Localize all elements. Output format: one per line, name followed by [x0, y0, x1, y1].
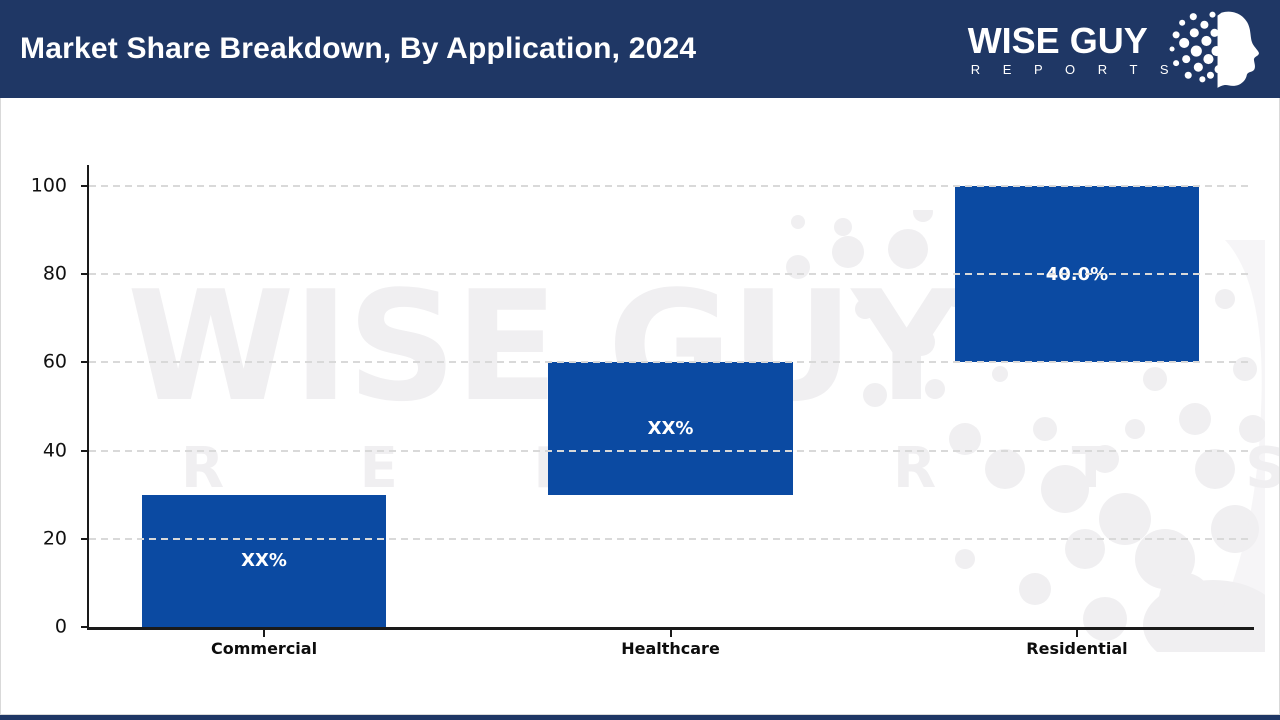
logo-text: WISE GUY R E P O R T S [967, 19, 1178, 77]
y-tick-mark [81, 626, 87, 628]
plot-area: XX% XX% 40.0% [89, 185, 1252, 627]
x-tick-mark [263, 630, 266, 637]
x-category-label: Healthcare [621, 639, 720, 658]
gridline-100 [89, 185, 1252, 187]
x-tick-mark [669, 630, 672, 637]
y-tick-marks [81, 185, 87, 628]
x-tick-row [89, 630, 1252, 638]
logo-name: WISE GUY [967, 19, 1148, 61]
x-label-row: Commercial Healthcare Residential [89, 639, 1252, 667]
y-tick-mark [81, 185, 87, 187]
footer-bar [0, 715, 1280, 720]
y-tick-label: 100 [30, 174, 67, 197]
bar-value-label: XX% [647, 418, 694, 440]
bar-commercial: XX% [141, 494, 387, 627]
y-tick-label: 60 [42, 350, 67, 373]
gridline-40 [89, 449, 1252, 452]
chart-canvas: WISE GUY R E P O R T S XX%XX%40.0% 02040… [0, 98, 1280, 715]
x-category-label: Residential [1026, 639, 1128, 658]
x-tick-mark [1075, 630, 1078, 637]
logo-subtitle: R E P O R T S [970, 61, 1178, 77]
gridline-60 [89, 361, 1252, 364]
wiseguy-logo: WISE GUY R E P O R T S [968, 8, 1262, 90]
y-tick-labels: 0 20 40 60 80 100 [1, 176, 77, 636]
page-title: Market Share Breakdown, By Application, … [20, 32, 697, 65]
y-tick-mark [81, 273, 87, 276]
y-axis-spine [87, 165, 89, 629]
x-category-label: Commercial [210, 639, 318, 658]
y-tick-label: 80 [42, 262, 67, 285]
y-tick-mark [81, 361, 87, 364]
y-tick-label: 40 [42, 439, 67, 462]
y-tick-mark [81, 537, 87, 540]
logo-face-icon [1169, 11, 1259, 88]
y-tick-label: 20 [42, 527, 67, 550]
y-tick-mark [81, 449, 87, 452]
x-axis-line [87, 627, 1254, 630]
y-tick-label: 0 [54, 615, 67, 638]
gridline-20 [89, 537, 1252, 540]
watermark-text: WISE GUY [127, 258, 962, 435]
gridline-80 [89, 273, 1252, 276]
header-bar: Market Share Breakdown, By Application, … [0, 0, 1280, 98]
bar-healthcare: XX% [548, 362, 793, 495]
bar-value-label: XX% [241, 550, 287, 572]
